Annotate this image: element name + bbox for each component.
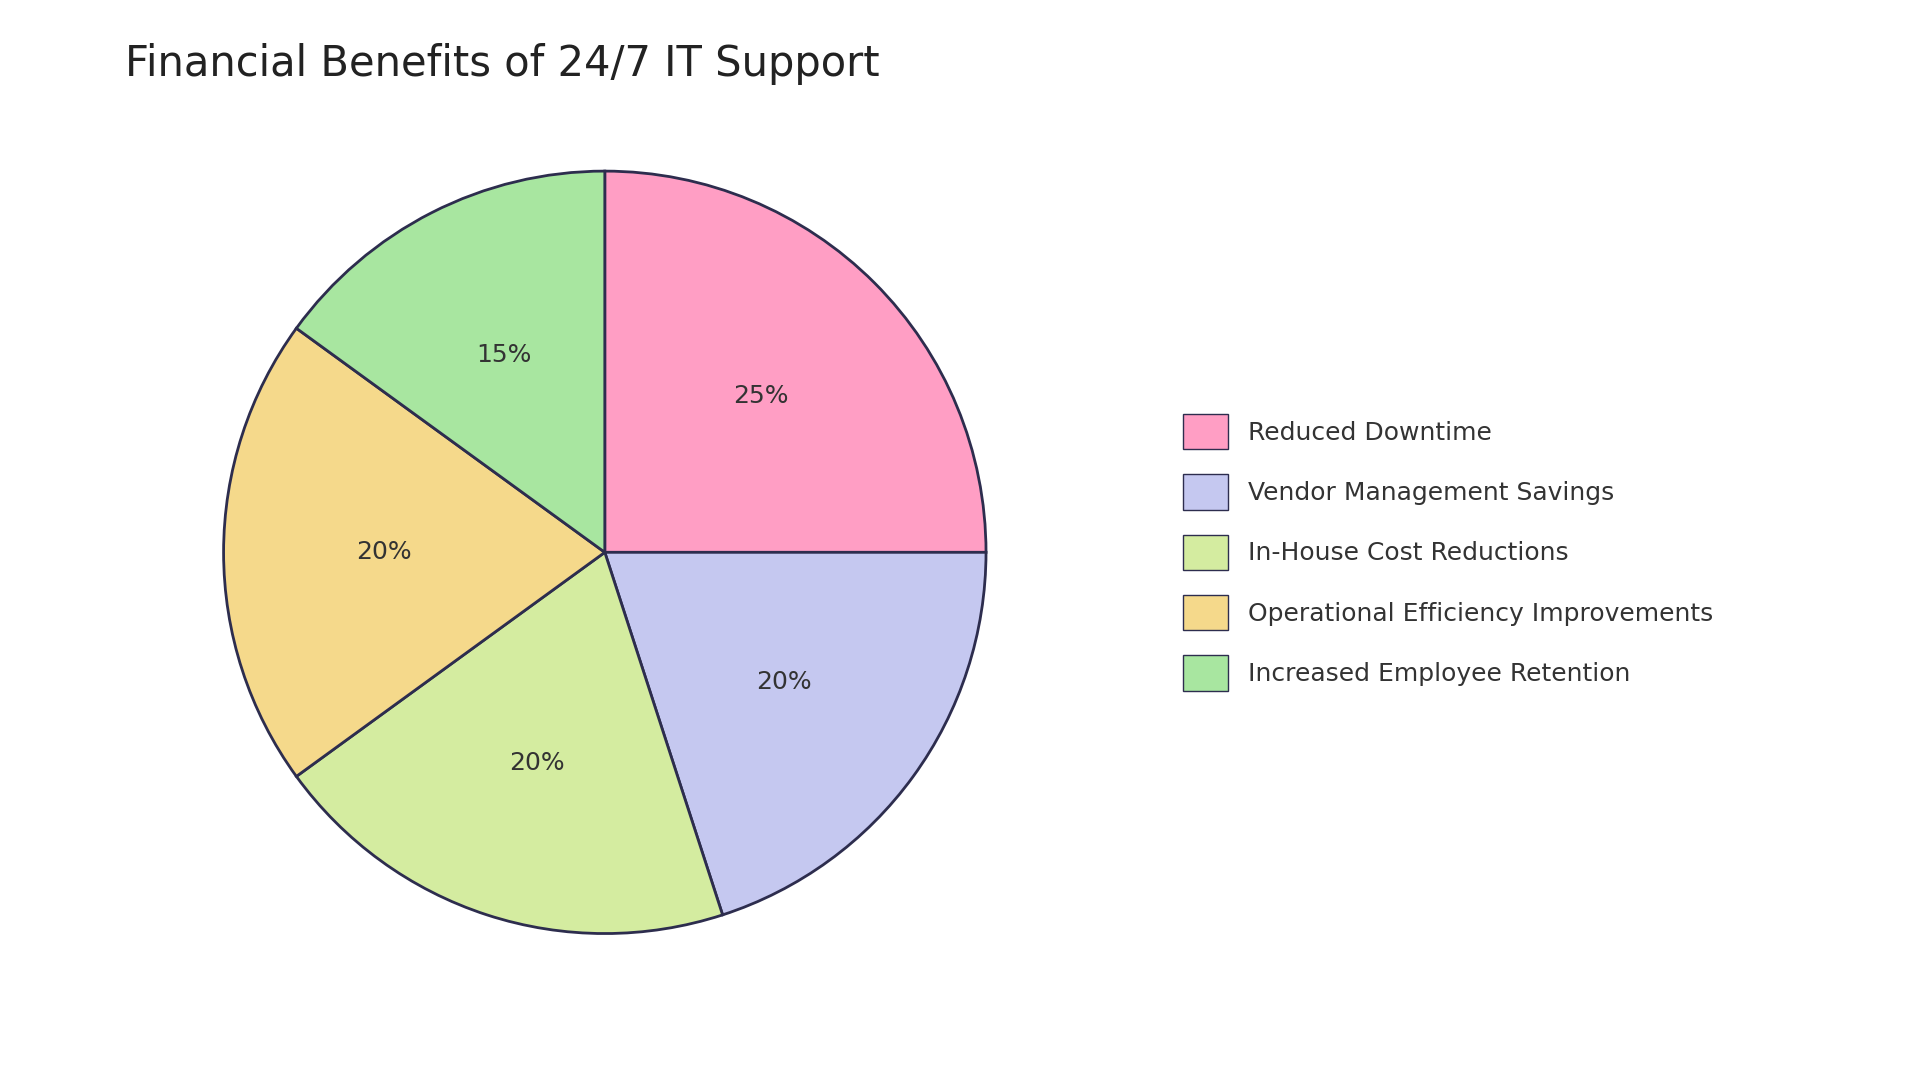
Text: 15%: 15% bbox=[476, 343, 532, 367]
Text: 20%: 20% bbox=[355, 540, 411, 564]
Text: Financial Benefits of 24/7 IT Support: Financial Benefits of 24/7 IT Support bbox=[125, 43, 879, 86]
Text: 20%: 20% bbox=[509, 751, 564, 774]
Wedge shape bbox=[605, 552, 987, 915]
Wedge shape bbox=[223, 328, 605, 777]
Text: 25%: 25% bbox=[733, 384, 789, 408]
Wedge shape bbox=[296, 552, 722, 934]
Text: 20%: 20% bbox=[756, 670, 812, 694]
Legend: Reduced Downtime, Vendor Management Savings, In-House Cost Reductions, Operation: Reduced Downtime, Vendor Management Savi… bbox=[1169, 402, 1726, 703]
Wedge shape bbox=[605, 171, 987, 552]
Wedge shape bbox=[296, 171, 605, 552]
